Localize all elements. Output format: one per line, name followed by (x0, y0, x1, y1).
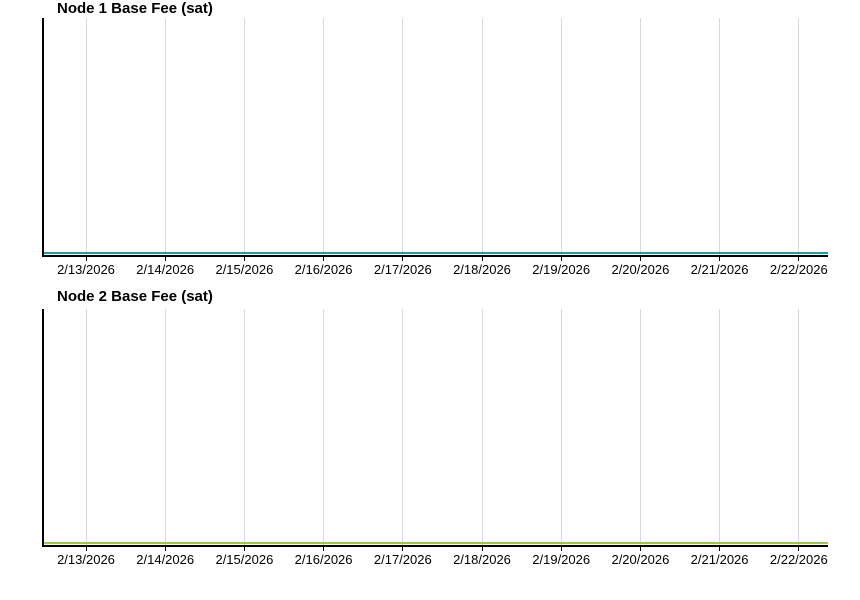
series-line (44, 252, 828, 254)
x-axis-tick (481, 547, 483, 551)
x-axis-labels: 2/13/2026 2/14/2026 2/15/2026 2/16/2026 2/17… (0, 552, 860, 568)
gridline (164, 309, 166, 545)
gridline (560, 18, 562, 255)
x-tick-label: 2/19/2026 (532, 552, 591, 567)
x-axis-tick (798, 257, 800, 261)
gridline (639, 18, 641, 255)
x-axis-tick (243, 547, 245, 551)
x-axis-tick (85, 547, 87, 551)
x-tick-label: 2/16/2026 (294, 262, 353, 277)
gridline (719, 18, 721, 255)
x-tick-label: 2/21/2026 (690, 552, 749, 567)
x-tick-label: 2/18/2026 (453, 552, 511, 567)
x-tick-label: 2/17/2026 (373, 262, 432, 277)
x-tick-label: 2/15/2026 (215, 552, 274, 567)
x-axis-tick (323, 547, 325, 551)
x-axis-tick (798, 547, 800, 551)
gridline (481, 18, 483, 255)
x-axis-tick (719, 547, 721, 551)
axis-ticks-layer (44, 309, 828, 551)
x-tick-label: 2/22/2026 (769, 552, 828, 567)
gridline (85, 18, 87, 255)
x-tick-label: 2/17/2026 (373, 552, 432, 567)
gridline (85, 309, 87, 545)
series-line (44, 542, 828, 544)
x-tick-label: 2/14/2026 (136, 552, 195, 567)
gridline (639, 309, 641, 545)
x-axis-tick (402, 257, 404, 261)
gridline (164, 18, 166, 255)
gridline (560, 309, 562, 545)
x-axis-tick (639, 547, 641, 551)
plot-area (42, 309, 828, 551)
x-axis-labels: 2/13/2026 2/14/2026 2/15/2026 2/16/2026 2/17… (0, 262, 860, 278)
gridline (798, 18, 800, 255)
x-axis-tick (323, 257, 325, 261)
x-axis-tick (402, 547, 404, 551)
x-axis-tick (560, 257, 562, 261)
gridline (323, 309, 325, 545)
gridline (402, 309, 404, 545)
gridline (323, 18, 325, 255)
x-axis-tick (164, 257, 166, 261)
gridline (798, 309, 800, 545)
gridline (481, 309, 483, 545)
x-axis-tick (481, 257, 483, 261)
x-tick-label: 2/21/2026 (690, 262, 749, 277)
x-tick-label: 2/22/2026 (769, 262, 828, 277)
gridline (243, 18, 245, 255)
x-axis-tick (639, 257, 641, 261)
x-tick-label: 2/19/2026 (532, 262, 591, 277)
x-axis-tick (560, 547, 562, 551)
gridlines-layer (44, 309, 828, 545)
gridline (402, 18, 404, 255)
gridlines-layer (44, 18, 828, 255)
gridline (719, 309, 721, 545)
x-tick-label: 2/15/2026 (215, 262, 274, 277)
x-tick-label: 2/13/2026 (57, 262, 115, 277)
x-tick-label: 2/18/2026 (453, 262, 511, 277)
x-tick-label: 2/13/2026 (57, 552, 115, 567)
gridline (243, 309, 245, 545)
x-tick-label: 2/20/2026 (611, 262, 670, 277)
x-axis-tick (243, 257, 245, 261)
chart-title: Node 1 Base Fee (sat) (57, 0, 213, 17)
x-axis-tick (719, 257, 721, 261)
chart-title: Node 2 Base Fee (sat) (57, 288, 213, 305)
axis-ticks-layer (44, 18, 828, 261)
x-tick-label: 2/16/2026 (294, 552, 353, 567)
x-tick-label: 2/14/2026 (136, 262, 195, 277)
plot-area (42, 18, 828, 261)
x-axis-tick (85, 257, 87, 261)
x-tick-label: 2/20/2026 (611, 552, 670, 567)
x-axis-tick (164, 547, 166, 551)
